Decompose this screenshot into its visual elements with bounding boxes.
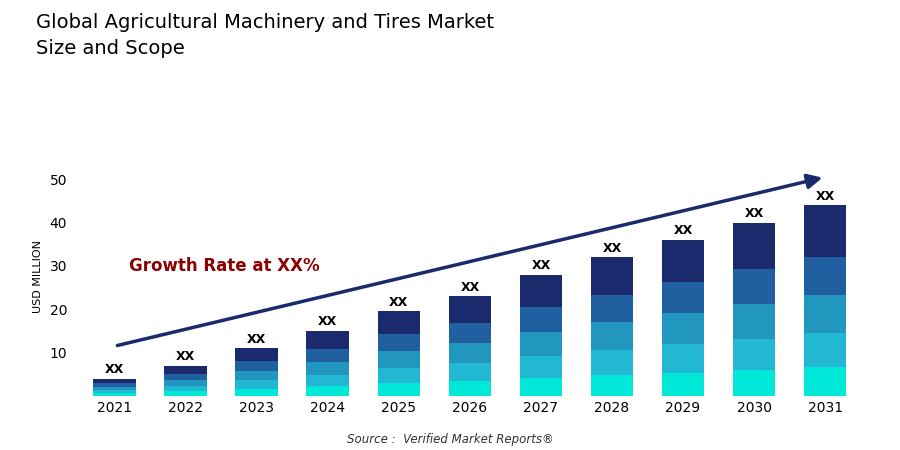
Bar — [94, 383, 136, 387]
Bar — [519, 356, 562, 378]
Bar — [804, 367, 847, 396]
Bar — [662, 373, 705, 396]
Bar — [236, 380, 278, 389]
Bar — [519, 378, 562, 396]
Text: XX: XX — [531, 259, 551, 272]
Bar — [519, 274, 562, 307]
Bar — [236, 389, 278, 396]
Bar — [733, 223, 776, 270]
Bar — [590, 257, 634, 295]
Bar — [165, 366, 207, 374]
Bar — [94, 390, 136, 393]
Bar — [590, 350, 634, 375]
Bar — [662, 282, 705, 313]
Bar — [307, 374, 349, 386]
Bar — [165, 392, 207, 396]
Text: Source :  Verified Market Reports®: Source : Verified Market Reports® — [346, 432, 554, 446]
Bar — [519, 332, 562, 356]
Bar — [165, 386, 207, 391]
Text: XX: XX — [389, 296, 409, 309]
Bar — [165, 374, 207, 380]
Bar — [733, 370, 776, 396]
Text: XX: XX — [176, 350, 195, 363]
Text: XX: XX — [744, 207, 764, 220]
Bar — [377, 383, 420, 396]
Y-axis label: USD MILLION: USD MILLION — [32, 240, 42, 313]
Bar — [448, 296, 491, 323]
Bar — [733, 339, 776, 370]
Bar — [733, 270, 776, 304]
Bar — [307, 386, 349, 396]
Bar — [94, 378, 136, 383]
Bar — [448, 323, 491, 343]
Text: XX: XX — [319, 315, 338, 328]
Text: Global Agricultural Machinery and Tires Market
Size and Scope: Global Agricultural Machinery and Tires … — [36, 14, 494, 58]
Text: XX: XX — [673, 224, 693, 237]
Bar — [377, 311, 420, 334]
Bar — [662, 313, 705, 345]
Text: XX: XX — [602, 242, 622, 255]
Text: Growth Rate at XX%: Growth Rate at XX% — [129, 257, 320, 275]
Bar — [236, 348, 278, 361]
Bar — [236, 361, 278, 371]
Bar — [804, 333, 847, 367]
Text: XX: XX — [460, 281, 480, 294]
Bar — [377, 351, 420, 368]
Bar — [519, 307, 562, 332]
Bar — [236, 371, 278, 380]
Text: XX: XX — [815, 189, 835, 202]
Bar — [94, 387, 136, 390]
Bar — [804, 256, 847, 295]
Bar — [307, 361, 349, 374]
Bar — [448, 343, 491, 363]
Bar — [662, 345, 705, 373]
Bar — [448, 363, 491, 381]
Bar — [307, 348, 349, 361]
Bar — [165, 380, 207, 386]
Bar — [307, 331, 349, 348]
Bar — [662, 240, 705, 282]
Bar — [733, 304, 776, 339]
Bar — [804, 295, 847, 333]
Bar — [377, 368, 420, 383]
Text: XX: XX — [105, 363, 124, 376]
Bar — [590, 375, 634, 396]
Text: XX: XX — [248, 333, 266, 346]
Bar — [590, 295, 634, 323]
Bar — [377, 334, 420, 351]
Bar — [590, 323, 634, 350]
Bar — [804, 205, 847, 256]
Bar — [448, 381, 491, 396]
Bar — [94, 393, 136, 396]
